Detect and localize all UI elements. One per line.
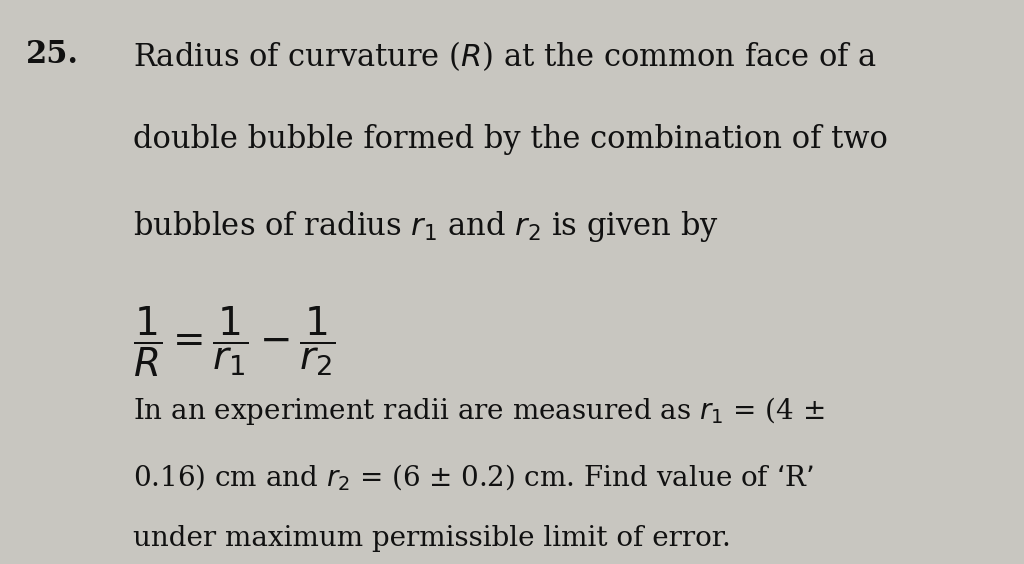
- Text: 25.: 25.: [26, 39, 79, 70]
- Text: Radius of curvature ($R$) at the common face of a: Radius of curvature ($R$) at the common …: [133, 39, 878, 73]
- Text: In an experiment radii are measured as $r_1$ = (4 ±: In an experiment radii are measured as $…: [133, 395, 824, 427]
- Text: bubbles of radius $r_1$ and $r_2$ is given by: bubbles of radius $r_1$ and $r_2$ is giv…: [133, 209, 719, 244]
- Text: 0.16) cm and $r_2$ = (6 ± 0.2) cm. Find value of ‘R’: 0.16) cm and $r_2$ = (6 ± 0.2) cm. Find …: [133, 462, 814, 493]
- Text: under maximum permissible limit of error.: under maximum permissible limit of error…: [133, 525, 731, 552]
- Text: $\dfrac{1}{R} = \dfrac{1}{r_1} - \dfrac{1}{r_2}$: $\dfrac{1}{R} = \dfrac{1}{r_1} - \dfrac{…: [133, 305, 336, 378]
- Text: double bubble formed by the combination of two: double bubble formed by the combination …: [133, 124, 888, 155]
